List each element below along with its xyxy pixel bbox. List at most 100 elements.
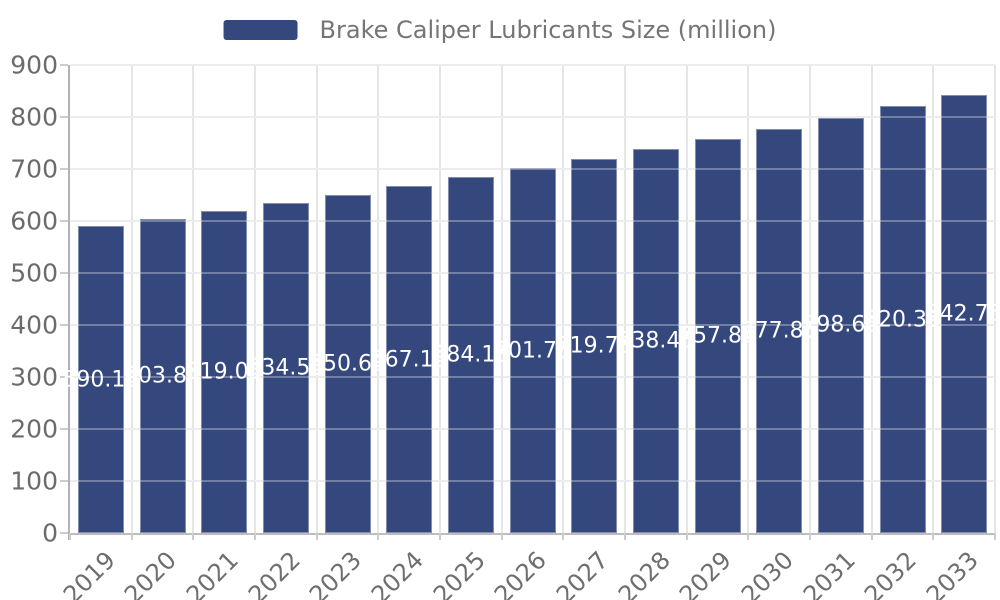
x-axis-line (70, 533, 995, 535)
y-gridline-overlay (70, 220, 995, 222)
bar-value-label: 701.75 (494, 338, 571, 364)
x-gridline (130, 65, 133, 533)
y-tick (60, 428, 68, 430)
x-gridline (500, 65, 503, 533)
x-tick-label: 2023 (304, 546, 368, 600)
x-tick (69, 533, 71, 540)
y-tick (60, 272, 68, 274)
x-tick-label: 2020 (119, 546, 183, 600)
bar (879, 106, 926, 533)
x-tick (192, 533, 195, 540)
x-gridline (747, 65, 750, 533)
y-tick-label: 700 (10, 154, 58, 184)
x-gridline (994, 65, 996, 533)
bar-value-label: 798.65 (802, 312, 880, 338)
y-tick (60, 116, 68, 118)
y-tick (60, 324, 68, 326)
x-tick (809, 533, 811, 540)
y-gridline-overlay (70, 480, 995, 482)
bar (386, 186, 433, 533)
y-gridline-overlay (70, 376, 995, 378)
x-gridline (870, 65, 873, 533)
x-tick (315, 533, 318, 540)
x-tick (747, 533, 750, 540)
bar-value-label: 820.35 (864, 307, 941, 333)
x-tick-label: 2029 (674, 546, 738, 600)
x-gridline (932, 65, 935, 533)
x-tick (439, 533, 441, 540)
y-gridline (70, 116, 995, 118)
y-gridline (70, 64, 995, 66)
y-tick-label: 400 (10, 310, 58, 340)
bar-value-label: 777.85 (740, 318, 818, 344)
plot-area: 590.15 2019 603.84 2020 619.05 2021 634.55 2022… (58, 64, 1000, 600)
x-gridline (562, 65, 565, 533)
bar (447, 177, 494, 533)
x-tick (130, 533, 133, 540)
bar-value-label: 619.05 (185, 359, 263, 385)
x-gridline (315, 65, 318, 533)
bar-value-label: 757.82 (679, 323, 756, 349)
bar (571, 158, 618, 533)
y-tick (60, 376, 68, 378)
x-tick-label: 2027 (550, 546, 614, 600)
bar (77, 226, 124, 533)
bar (262, 203, 309, 533)
y-tick-label: 0 (42, 518, 58, 548)
y-tick (60, 64, 68, 66)
legend-swatch-icon (223, 20, 298, 40)
x-gridline (254, 65, 256, 533)
x-tick-label: 2031 (797, 546, 861, 600)
x-tick-label: 2024 (365, 546, 429, 600)
bar (139, 219, 186, 533)
bar (324, 194, 371, 533)
bar-value-label: 738.45 (617, 328, 695, 354)
legend-label: Brake Caliper Lubricants Size (million) (319, 16, 777, 44)
x-tick (500, 533, 503, 540)
y-tick (60, 220, 68, 222)
y-gridline-overlay (70, 272, 995, 274)
y-tick (60, 168, 68, 170)
x-tick (994, 533, 996, 540)
y-tick-label: 800 (10, 102, 58, 132)
y-gridline-overlay (70, 168, 995, 170)
y-gridline-overlay (70, 64, 995, 66)
y-tick (60, 480, 68, 482)
bar-value-label: 667.15 (370, 347, 448, 373)
bar (817, 117, 864, 533)
x-tick (562, 533, 565, 540)
x-tick-label: 2026 (489, 546, 553, 600)
bar (201, 211, 248, 533)
bar-value-label: 590.15 (62, 367, 140, 393)
y-gridline-overlay (70, 428, 995, 430)
x-gridline (685, 65, 688, 533)
x-tick-label: 2028 (612, 546, 676, 600)
bar-value-label: 650.68 (309, 351, 386, 377)
y-gridline-overlay (70, 116, 995, 118)
x-tick (870, 533, 873, 540)
y-tick-label: 500 (10, 258, 58, 288)
x-tick-label: 2022 (242, 546, 306, 600)
x-tick (932, 533, 935, 540)
x-tick-label: 2025 (427, 546, 491, 600)
x-tick-label: 2033 (920, 546, 984, 600)
y-tick-label: 900 (10, 50, 58, 80)
bar (756, 128, 803, 533)
x-tick (377, 533, 380, 540)
x-gridline (624, 65, 626, 533)
bar (694, 138, 741, 533)
bar (941, 94, 988, 533)
x-gridline (192, 65, 195, 533)
legend: Brake Caliper Lubricants Size (million) (223, 16, 777, 44)
bar-value-label: 634.55 (247, 355, 325, 381)
bar-value-label: 719.78 (555, 333, 633, 359)
y-tick-label: 300 (10, 362, 58, 392)
y-gridline-overlay (70, 324, 995, 326)
x-tick-label: 2030 (735, 546, 799, 600)
y-tick-label: 200 (10, 414, 58, 444)
x-gridline (377, 65, 380, 533)
bar-value-label: 603.84 (124, 363, 201, 389)
x-tick (685, 533, 688, 540)
x-gridline (809, 65, 811, 533)
bar (509, 168, 556, 533)
